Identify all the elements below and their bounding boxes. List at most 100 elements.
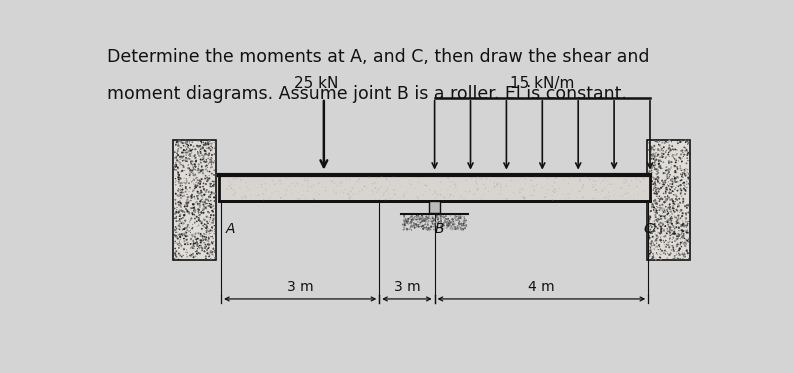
- Point: [680, 148, 693, 154]
- Point: [183, 253, 196, 258]
- Point: [643, 251, 656, 257]
- Point: [674, 223, 687, 229]
- Point: [601, 182, 614, 188]
- Point: [198, 176, 211, 182]
- Point: [197, 184, 210, 190]
- Point: [405, 182, 418, 188]
- Point: [671, 208, 684, 214]
- Point: [183, 199, 196, 205]
- Point: [589, 187, 602, 193]
- Point: [434, 220, 446, 226]
- Point: [657, 151, 670, 157]
- Point: [184, 245, 197, 251]
- Point: [242, 186, 255, 192]
- Point: [183, 172, 196, 178]
- Point: [674, 252, 687, 258]
- Point: [183, 153, 196, 159]
- Point: [412, 223, 425, 229]
- Point: [256, 191, 269, 197]
- Point: [648, 185, 661, 191]
- Point: [235, 194, 248, 200]
- Point: [667, 203, 680, 209]
- Point: [682, 203, 695, 209]
- Point: [202, 179, 214, 185]
- Point: [400, 226, 413, 232]
- Point: [682, 239, 695, 245]
- Point: [670, 221, 683, 227]
- Point: [172, 188, 185, 194]
- Point: [366, 188, 379, 194]
- Point: [642, 235, 655, 241]
- Point: [648, 221, 661, 227]
- Point: [410, 216, 423, 222]
- Point: [677, 234, 690, 240]
- Point: [204, 181, 217, 186]
- Text: moment diagrams. Assume joint B is a roller. El is constant.: moment diagrams. Assume joint B is a rol…: [106, 85, 626, 103]
- Point: [179, 189, 192, 195]
- Point: [225, 185, 237, 191]
- Point: [233, 184, 246, 190]
- Point: [675, 232, 688, 238]
- Point: [175, 189, 187, 195]
- Point: [449, 183, 462, 189]
- Point: [172, 250, 185, 256]
- Point: [202, 195, 215, 201]
- Point: [672, 179, 684, 185]
- Point: [170, 207, 183, 213]
- Point: [206, 170, 218, 176]
- Point: [185, 169, 198, 175]
- Point: [669, 192, 681, 198]
- Point: [657, 228, 670, 234]
- Point: [412, 178, 425, 184]
- Point: [445, 220, 457, 226]
- Point: [672, 158, 684, 164]
- Point: [173, 208, 186, 214]
- Point: [194, 237, 206, 243]
- Point: [656, 248, 669, 254]
- Point: [205, 155, 218, 161]
- Point: [187, 164, 200, 170]
- Point: [207, 246, 220, 252]
- Point: [174, 224, 187, 230]
- Point: [663, 239, 676, 245]
- Point: [410, 214, 422, 220]
- Point: [525, 192, 538, 198]
- Point: [671, 197, 684, 203]
- Point: [597, 178, 610, 184]
- Point: [173, 138, 186, 144]
- Point: [198, 217, 211, 223]
- Point: [200, 141, 213, 147]
- Point: [183, 219, 196, 225]
- Point: [187, 170, 199, 176]
- Point: [478, 182, 491, 188]
- Point: [204, 192, 217, 198]
- Point: [538, 194, 551, 200]
- Point: [184, 159, 197, 165]
- Point: [401, 189, 414, 195]
- Point: [169, 252, 182, 258]
- Point: [430, 214, 443, 220]
- Point: [451, 223, 464, 229]
- Point: [193, 178, 206, 184]
- Point: [182, 145, 195, 151]
- Point: [175, 244, 187, 250]
- Point: [648, 143, 661, 149]
- Point: [179, 241, 191, 247]
- Point: [669, 178, 681, 184]
- Point: [195, 176, 208, 182]
- Point: [642, 205, 654, 211]
- Point: [675, 244, 688, 250]
- Point: [181, 194, 194, 200]
- Point: [627, 185, 640, 191]
- Point: [206, 209, 219, 215]
- Point: [444, 219, 457, 225]
- Point: [657, 209, 670, 215]
- Point: [445, 179, 457, 185]
- Point: [643, 144, 656, 150]
- Point: [665, 184, 677, 189]
- Point: [667, 198, 680, 204]
- Point: [399, 221, 411, 227]
- Point: [199, 242, 212, 248]
- Point: [603, 193, 616, 199]
- Point: [652, 247, 665, 253]
